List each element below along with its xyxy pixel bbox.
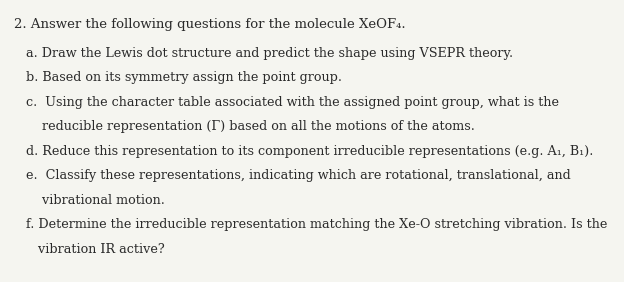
- Text: vibrational motion.: vibrational motion.: [14, 194, 165, 207]
- Text: f. Determine the irreducible representation matching the Xe-O stretching vibrati: f. Determine the irreducible representat…: [14, 218, 607, 231]
- Text: d. Reduce this representation to its component irreducible representations (e.g.: d. Reduce this representation to its com…: [14, 145, 593, 158]
- Text: a. Draw the Lewis dot structure and predict the shape using VSEPR theory.: a. Draw the Lewis dot structure and pred…: [14, 47, 513, 60]
- Text: vibration IR active?: vibration IR active?: [14, 243, 165, 256]
- Text: c.  Using the character table associated with the assigned point group, what is : c. Using the character table associated …: [14, 96, 558, 109]
- Text: 2. Answer the following questions for the molecule XeOF₄.: 2. Answer the following questions for th…: [14, 18, 406, 31]
- Text: b. Based on its symmetry assign the point group.: b. Based on its symmetry assign the poin…: [14, 71, 342, 84]
- Text: e.  Classify these representations, indicating which are rotational, translation: e. Classify these representations, indic…: [14, 169, 570, 182]
- Text: reducible representation (Γ) based on all the motions of the atoms.: reducible representation (Γ) based on al…: [14, 120, 475, 133]
